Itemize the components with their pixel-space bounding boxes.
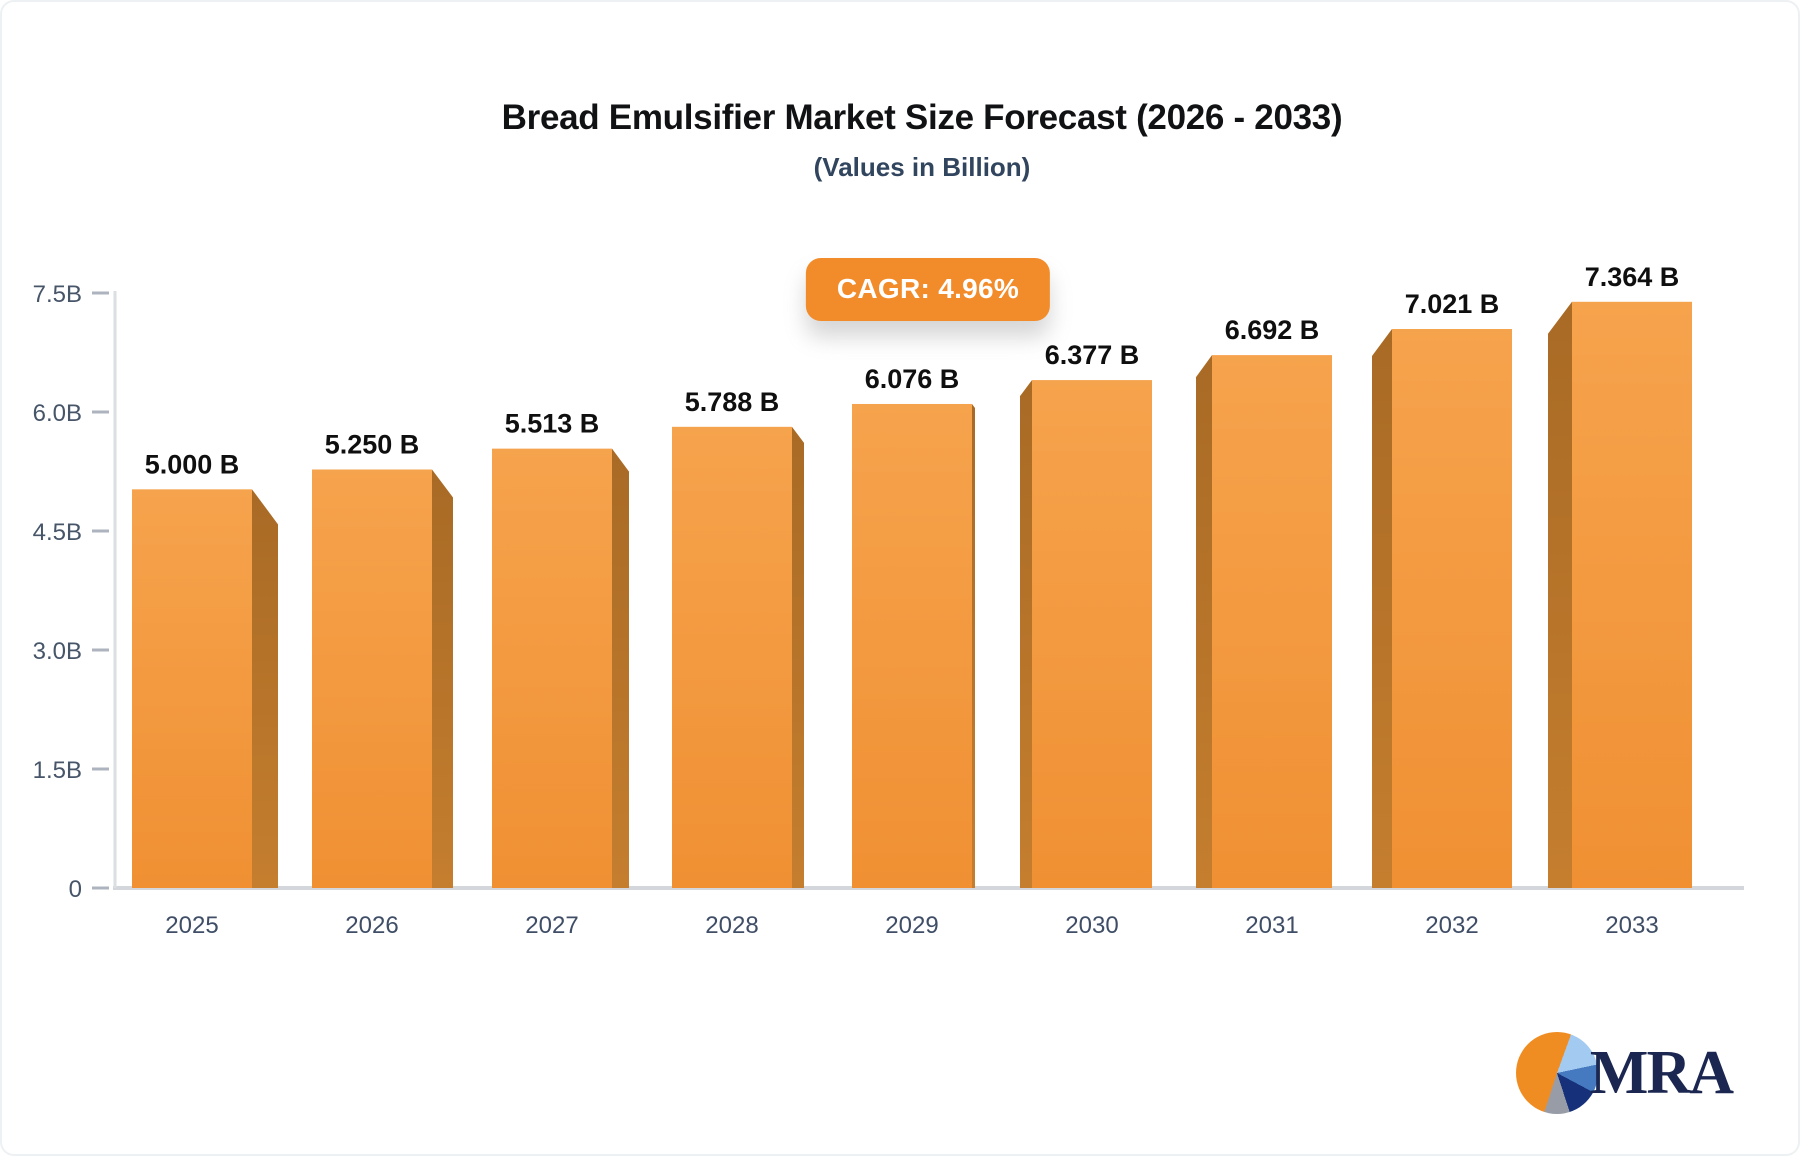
page-title: Bread Emulsifier Market Size Forecast (2… — [501, 98, 1343, 137]
bar-2025 — [132, 489, 252, 888]
x-axis-label: 2031 — [1245, 912, 1298, 939]
bar-value-label: 6.692 B — [1225, 315, 1320, 345]
x-axis-label: 2030 — [1065, 912, 1118, 939]
x-axis-label: 2028 — [705, 912, 758, 939]
bar-side-2029 — [972, 403, 975, 888]
x-axis-label: 2027 — [525, 912, 578, 939]
bar-2026 — [312, 469, 432, 888]
bar-side-2027 — [612, 448, 629, 888]
x-axis-label: 2029 — [885, 912, 938, 939]
y-axis-label: 6.0B — [33, 400, 82, 427]
y-axis-label: 4.5B — [33, 519, 82, 546]
y-axis-label: 7.5B — [33, 281, 82, 308]
pie-chart-icon — [1515, 1032, 1598, 1114]
x-axis-label: 2033 — [1605, 912, 1658, 939]
bar-value-label: 5.000 B — [145, 449, 240, 479]
bar-value-label: 7.364 B — [1585, 262, 1680, 292]
bar-value-label: 5.788 B — [685, 387, 780, 417]
x-axis-label: 2025 — [165, 912, 218, 939]
bar-2032 — [1392, 329, 1512, 888]
bar-2033 — [1572, 301, 1692, 889]
chart-subtitle: (Values in Billion) — [813, 152, 1031, 182]
x-axis-label: 2026 — [345, 912, 398, 939]
y-axis-label: 3.0B — [33, 638, 82, 665]
bar-2030 — [1032, 380, 1152, 888]
bar-value-label: 5.513 B — [505, 409, 600, 439]
logo-text: MRA — [1589, 1039, 1734, 1107]
bar-value-label: 5.250 B — [325, 430, 420, 460]
bar-2027 — [492, 448, 612, 888]
x-axis-label: 2032 — [1425, 912, 1478, 939]
cagr-badge: CAGR: 4.96% — [805, 258, 1051, 321]
bar-value-label: 7.021 B — [1405, 289, 1500, 319]
y-axis-label: 0 — [69, 876, 82, 903]
bar-2031 — [1212, 355, 1332, 888]
bar-side-2025 — [252, 489, 278, 888]
bar-side-2031 — [1196, 355, 1212, 888]
bar-value-label: 6.076 B — [865, 364, 960, 394]
bar-side-2030 — [1020, 380, 1032, 888]
bar-value-label: 6.377 B — [1045, 340, 1140, 370]
bar-2029 — [852, 403, 972, 888]
brand-logo: MRA — [1515, 1032, 1734, 1114]
bar-side-2026 — [432, 469, 453, 888]
bar-2028 — [672, 426, 792, 888]
bar-side-2032 — [1372, 329, 1392, 888]
bar-side-2033 — [1548, 301, 1572, 889]
y-axis-label: 1.5B — [33, 757, 82, 784]
bar-side-2028 — [792, 426, 804, 888]
